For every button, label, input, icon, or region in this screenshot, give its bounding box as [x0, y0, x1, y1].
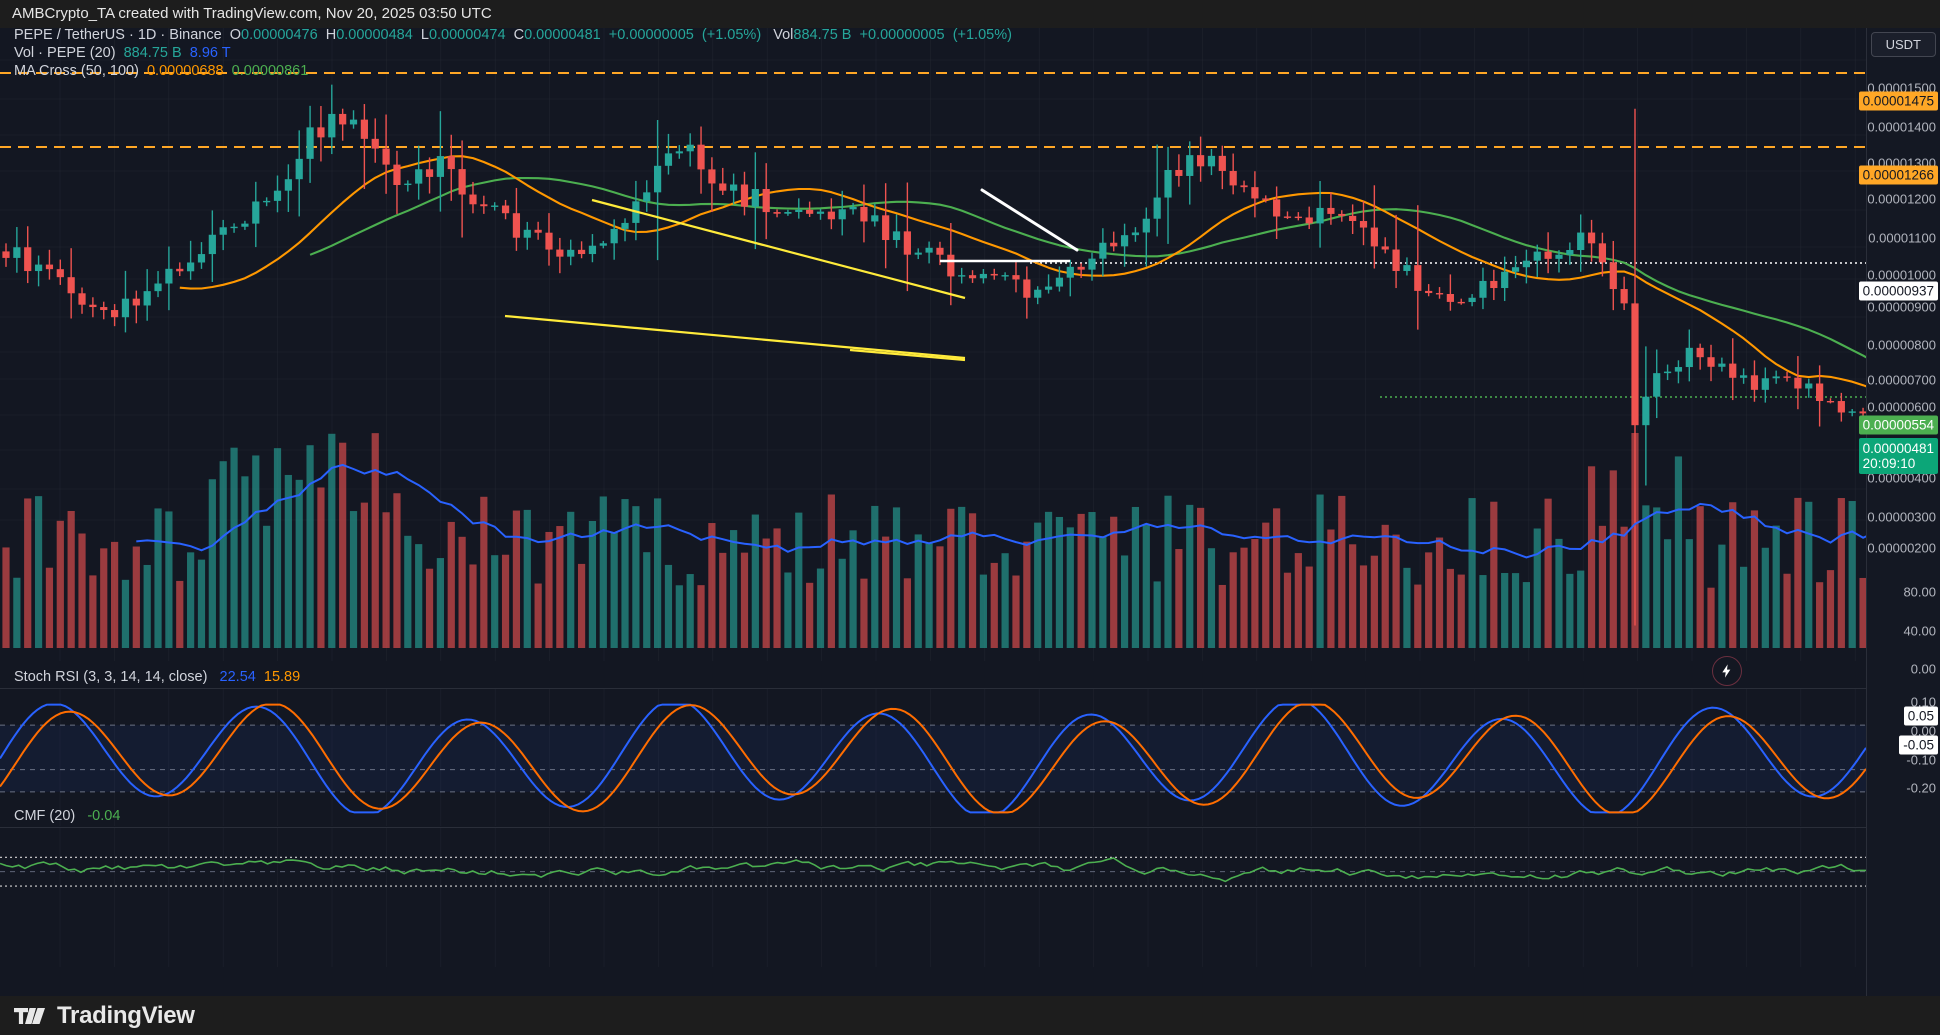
- price-axis-tick: 0.00001000: [1867, 267, 1936, 283]
- current-price-value: 0.00000481: [1862, 441, 1934, 456]
- price-level-tag[interactable]: 0.00001266: [1858, 165, 1938, 185]
- price-axis-tick: 0.00000700: [1867, 372, 1936, 388]
- cmf-level-tag: -0.05: [1899, 735, 1938, 755]
- stoch-axis-tick: 40.00: [1903, 623, 1936, 639]
- cmf-pane[interactable]: [0, 827, 1866, 967]
- tradingview-wordmark: TradingView: [57, 1001, 195, 1029]
- price-level-tag[interactable]: 0.00001475: [1858, 91, 1938, 111]
- footer-bar: TradingView: [0, 996, 1940, 1035]
- price-level-tag[interactable]: 0.00000554: [1858, 415, 1938, 435]
- price-scale[interactable]: USDT 0.00001500 0.00001400 0.00001300 0.000…: [1858, 28, 1940, 996]
- price-pane-canvas: [0, 28, 1866, 661]
- price-axis-tick: 0.00001400: [1867, 119, 1936, 135]
- stoch-rsi-canvas: [0, 689, 1866, 826]
- price-axis-tick: 0.00000800: [1867, 337, 1936, 353]
- currency-chip[interactable]: USDT: [1870, 32, 1936, 57]
- price-axis-tick: 0.00000600: [1867, 399, 1936, 415]
- stoch-axis-tick: 80.00: [1903, 584, 1936, 600]
- price-pane[interactable]: [0, 28, 1866, 661]
- current-price-tag[interactable]: 0.00000481 20:09:10: [1858, 438, 1938, 474]
- cmf-canvas: [0, 828, 1866, 967]
- cmf-axis-tick: 0.00: [1910, 723, 1936, 739]
- tradingview-logo-icon: [14, 1007, 45, 1024]
- stoch-rsi-pane[interactable]: [0, 688, 1866, 826]
- price-axis-tick: 0.00000400: [1867, 470, 1936, 486]
- cmf-axis-tick: -0.10: [1906, 752, 1936, 768]
- price-axis-tick: 0.00001200: [1867, 191, 1936, 207]
- price-axis-tick: 0.00001100: [1868, 230, 1936, 246]
- price-level-tag[interactable]: 0.00000937: [1858, 281, 1938, 301]
- price-axis-tick: 0.00000900: [1867, 299, 1936, 315]
- stoch-axis-tick: 0.00: [1910, 661, 1936, 677]
- price-axis-tick: 0.00000200: [1867, 540, 1936, 556]
- cmf-level-tag: 0.05: [1903, 706, 1938, 726]
- chart-surface[interactable]: [0, 28, 1940, 996]
- cmf-axis-tick: 0.10: [1910, 694, 1936, 710]
- attribution-bar: AMBCrypto_TA created with TradingView.co…: [0, 0, 1940, 28]
- bar-countdown-timer: 20:09:10: [1862, 456, 1916, 471]
- lightning-bolt-icon[interactable]: [1712, 656, 1742, 686]
- price-axis-tick: 0.00000300: [1867, 509, 1936, 525]
- cmf-axis-tick: -0.20: [1906, 780, 1936, 796]
